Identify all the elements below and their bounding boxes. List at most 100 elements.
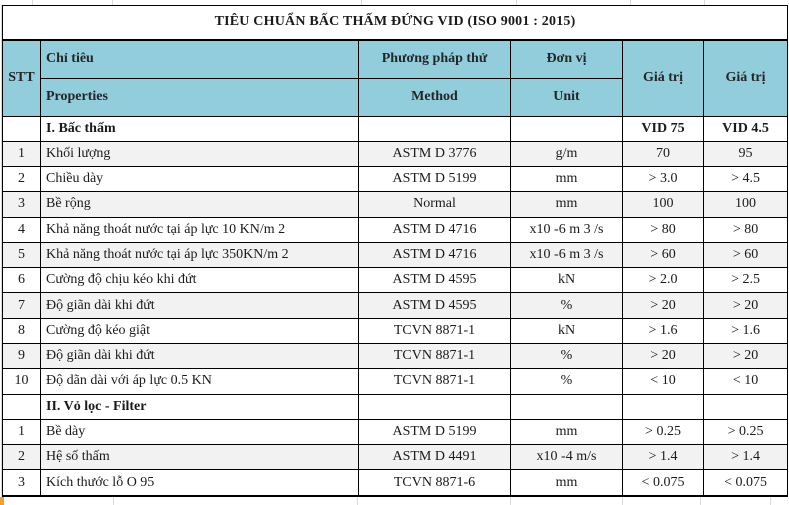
cell-val1: > 1.4 — [622, 444, 704, 471]
cell-stt: 7 — [2, 292, 41, 319]
cell-stt: 10 — [2, 368, 41, 395]
title-row: TIÊU CHUẨN BẤC THẤM ĐỨNG VID (ISO 9001 :… — [1, 5, 789, 41]
gridline — [361, 0, 362, 5]
table-row: 8 Cường độ kéo giật TCVN 8871-1 kN > 1.6 > 1.… — [2, 317, 789, 345]
cell-val2: > 2.5 — [702, 267, 789, 294]
cell-val2: < 0.075 — [702, 469, 789, 498]
section-name-cell: II. Vỏ lọc - Filter — [40, 393, 359, 420]
cell-method: TCVN 8871-1 — [358, 317, 511, 345]
cell-stt: 2 — [2, 444, 41, 471]
cell-val2: > 20 — [702, 343, 789, 370]
cell-name: Bề dày — [40, 418, 359, 446]
gridline — [357, 497, 358, 505]
cell-val1: > 1.6 — [622, 317, 704, 345]
cell-unit: % — [510, 292, 623, 319]
sheet-corner-marker — [0, 497, 4, 505]
cell-name: Khả năng thoát nước tại áp lực 350KN/m 2 — [40, 241, 359, 269]
table-row: 4 Khả năng thoát nước tại áp lực 10 KN/m … — [2, 216, 789, 243]
section-row: I. Bấc thấm VID 75 VID 4.5 — [2, 115, 789, 142]
table-row: 10 Độ dãn dài với áp lực 0.5 KN TCVN 8871-… — [2, 368, 789, 395]
header-criteria-en: Properties — [40, 77, 359, 117]
cell-val2: > 60 — [702, 241, 789, 269]
cell-method: ASTM D 4716 — [358, 216, 511, 243]
header-value-2: Giá trị — [702, 39, 789, 117]
cell-name: Độ giãn dài khi đứt — [40, 292, 359, 319]
sheet-left-gridline — [1, 0, 2, 505]
cell-name: Cường độ chịu kéo khi đứt — [40, 267, 359, 294]
cell-val1: < 10 — [622, 368, 704, 395]
header-method-vi: Phương pháp thử — [358, 39, 511, 79]
cell-method: ASTM D 4595 — [358, 292, 511, 319]
cell-stt: 9 — [2, 343, 41, 370]
cell-stt: 4 — [2, 216, 41, 243]
gridline — [630, 0, 631, 5]
cell-val2: < 10 — [702, 368, 789, 395]
table-body: I. Bấc thấm VID 75 VID 4.5 1 Khối lượng ASTM … — [2, 115, 789, 498]
cell-name: Khả năng thoát nước tại áp lực 10 KN/m 2 — [40, 216, 359, 243]
gridline — [704, 0, 705, 5]
cell-method: ASTM D 3776 — [358, 140, 511, 168]
cell-val1: < 0.075 — [622, 469, 704, 498]
cell-val1: 100 — [622, 191, 704, 218]
cell-name: Kích thước lỗ O 95 — [40, 469, 359, 498]
cell-unit: % — [510, 343, 623, 370]
cell-name: Độ giãn dài khi đứt — [40, 343, 359, 370]
cell-method: ASTM D 4716 — [358, 241, 511, 269]
gridline — [510, 497, 511, 505]
cell-method: ASTM D 5199 — [358, 418, 511, 446]
cell-val1: > 2.0 — [622, 267, 704, 294]
header-value-1: Giá trị — [622, 39, 704, 117]
table-row: 3 Kích thước lỗ O 95 TCVN 8871-6 mm < 0.075 <… — [2, 469, 789, 498]
section-val2-cell: VID 4.5 — [702, 115, 789, 142]
table-row: 7 Độ giãn dài khi đứt ASTM D 4595% > 20 > 20 — [2, 292, 789, 319]
section-row: II. Vỏ lọc - Filter — [2, 393, 789, 420]
section-val1-cell — [622, 393, 704, 420]
top-grid-strip — [0, 0, 789, 5]
cell-val2: > 0.25 — [702, 418, 789, 446]
cell-unit: kN — [510, 317, 623, 345]
gridline — [700, 497, 701, 505]
section-stt-cell — [2, 115, 41, 142]
gridline — [32, 0, 33, 5]
cell-stt: 1 — [2, 418, 41, 446]
cell-unit: g/m — [510, 140, 623, 168]
cell-stt: 2 — [2, 166, 41, 193]
cell-name: Hệ số thấm — [40, 444, 359, 471]
cell-val2: > 4.5 — [702, 166, 789, 193]
cell-stt: 5 — [2, 241, 41, 269]
header-stt: STT — [2, 39, 41, 117]
cell-val1: > 20 — [622, 292, 704, 319]
header-unit-vi: Đơn vị — [510, 39, 623, 79]
cell-val1: > 60 — [622, 241, 704, 269]
cell-stt: 1 — [2, 140, 41, 168]
cell-val1: > 3.0 — [622, 166, 704, 193]
cell-unit: mm — [510, 418, 623, 446]
table-row: 1 Khối lượng ASTM D 3776 g/m 70 95 — [2, 140, 789, 168]
table-row: 6 Cường độ chịu kéo khi đứt ASTM D 4595 kN >… — [2, 267, 789, 294]
gridline — [516, 0, 517, 5]
spec-table: TIÊU CHUẨN BẤC THẤM ĐỨNG VID (ISO 9001 :… — [1, 5, 789, 498]
cell-name: Cường độ kéo giật — [40, 317, 359, 345]
section-val1-cell: VID 75 — [622, 115, 704, 142]
section-method-cell — [358, 393, 511, 420]
cell-stt: 6 — [2, 267, 41, 294]
cell-val1: 70 — [622, 140, 704, 168]
cell-unit: kN — [510, 267, 623, 294]
cell-val2: > 20 — [702, 292, 789, 319]
cell-unit: x10 -6 m 3 /s — [510, 241, 623, 269]
table-row: 2 Chiều dày ASTM D 5199 mm > 3.0 > 4.5 — [2, 166, 789, 193]
cell-name: Bề rộng — [40, 191, 359, 218]
section-unit-cell — [510, 115, 623, 142]
table-row: 3 Bề rộng Normal mm 100 100 — [2, 191, 789, 218]
section-name-cell: I. Bấc thấm — [40, 115, 359, 142]
table-row: 2 Hệ số thấm ASTM D 4491 x10 -4 m/s > 1.4 > 1… — [2, 444, 789, 471]
cell-name: Chiều dày — [40, 166, 359, 193]
table-row: 9 Độ giãn dài khi đứt TCVN 8871-1% > 20 > 20 — [2, 343, 789, 370]
cell-method: TCVN 8871-1 — [358, 368, 511, 395]
cell-method: ASTM D 5199 — [358, 166, 511, 193]
cell-val2: > 1.4 — [702, 444, 789, 471]
cell-val1: > 20 — [622, 343, 704, 370]
cell-val2: > 80 — [702, 216, 789, 243]
header-row-1: STT Chỉ tiêu Phương pháp thử Đơn vị Giá … — [2, 39, 789, 117]
